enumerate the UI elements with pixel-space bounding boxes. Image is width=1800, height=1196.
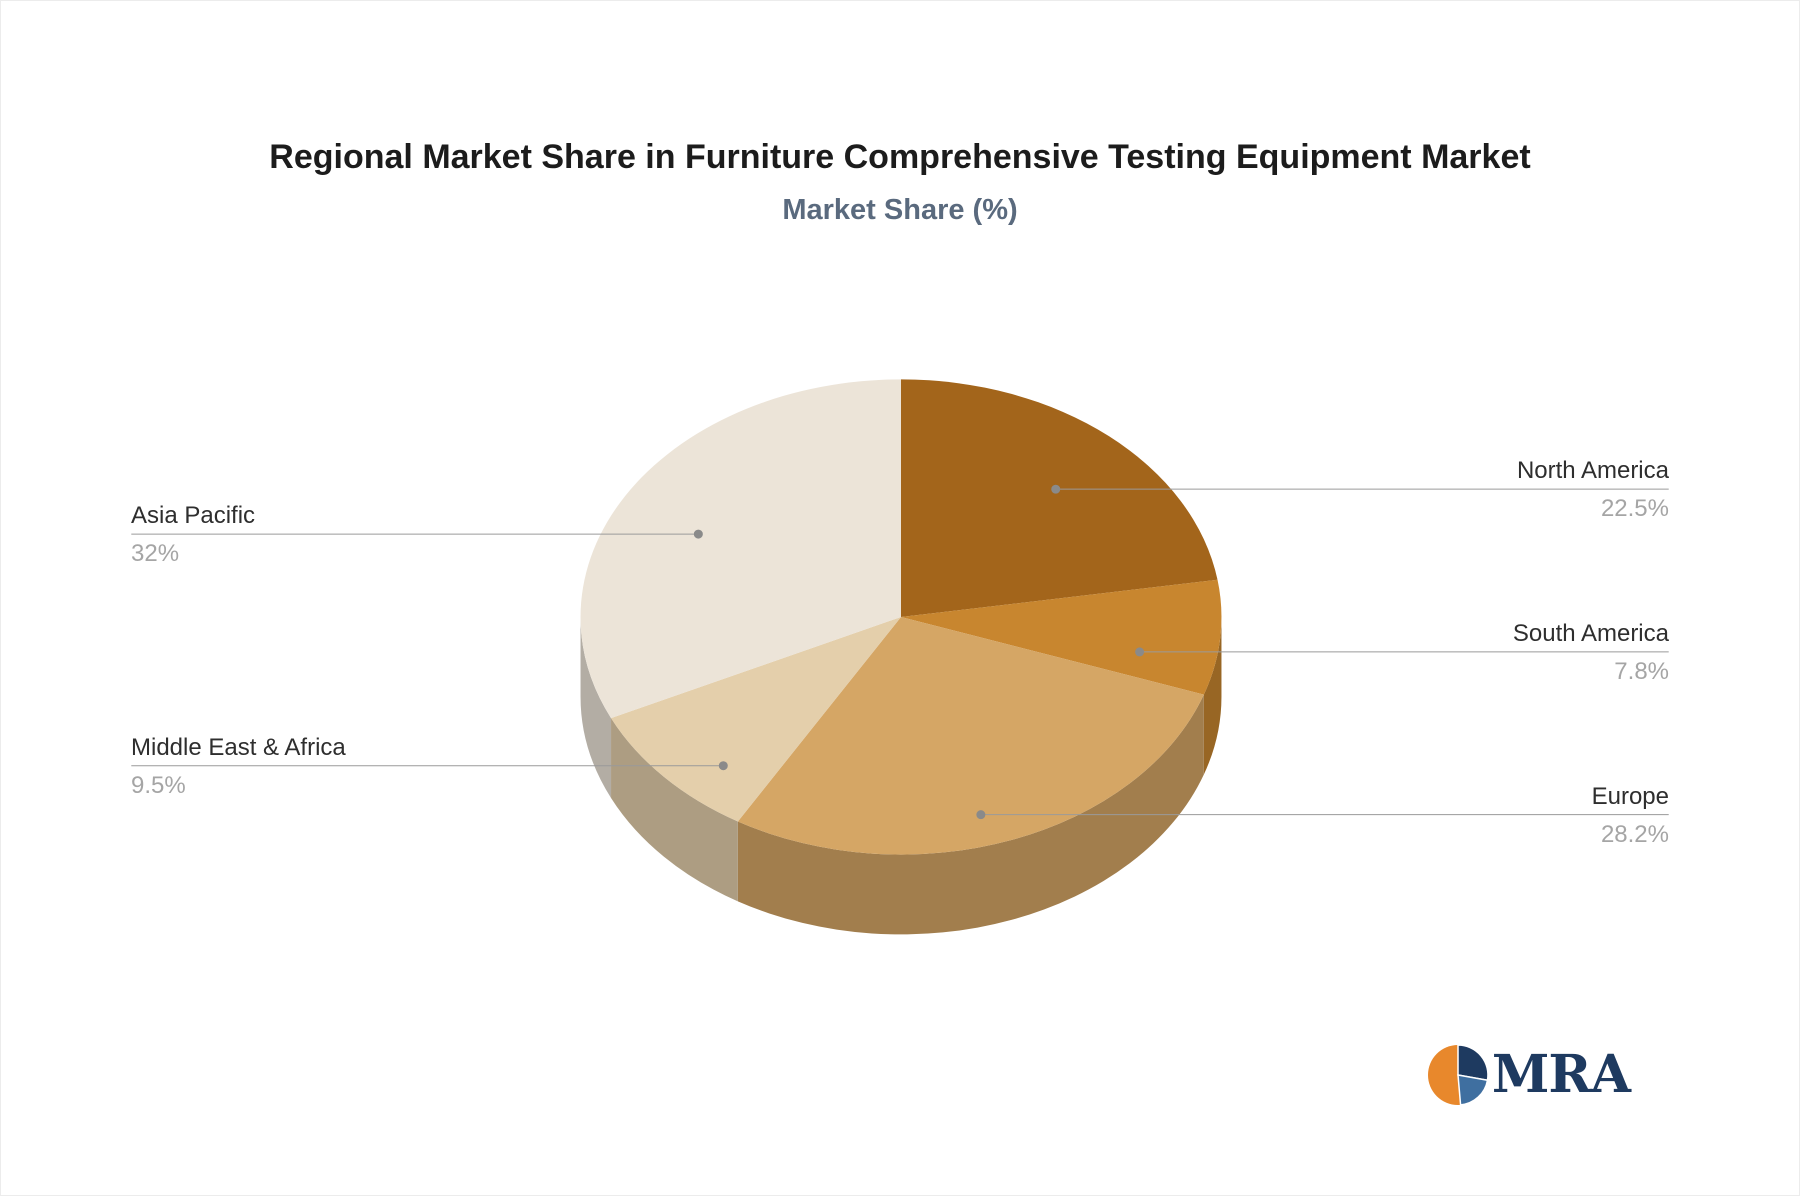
callout-europe: Europe 28.2% [1592, 782, 1669, 850]
callout-label: Asia Pacific [131, 502, 256, 529]
callout-value: 9.5% [131, 772, 186, 799]
callout-south-america: South America 7.8% [1513, 619, 1669, 687]
leader-dot-north-america [1051, 484, 1061, 494]
brand-logo: MRA [1426, 1043, 1631, 1107]
pie-slice-south-america [900, 579, 1222, 695]
callout-asia-pacific: Asia Pacific 32% [131, 501, 255, 569]
leader-dot-south-america [1135, 647, 1145, 657]
chart-subtitle: Market Share (%) [782, 194, 1018, 226]
brand-logo-icon [1427, 1044, 1489, 1106]
chart-title: Regional Market Share in Furniture Compr… [269, 138, 1531, 176]
pie-slice-middle-east-africa [611, 616, 901, 822]
callout-label: South America [1512, 620, 1669, 647]
brand-logo-text: MRA [1491, 1044, 1631, 1105]
callout-label: North America [1516, 457, 1669, 484]
pie-slice-depth-asia-pacific [580, 616, 612, 799]
pie-slice-north-america [900, 379, 1218, 617]
callout-value: 32% [131, 540, 180, 567]
callout-value: 7.8% [1614, 658, 1669, 685]
pie-slice-asia-pacific [580, 379, 901, 719]
callout-value: 28.2% [1600, 821, 1669, 848]
callout-north-america: North America 22.5% [1517, 456, 1669, 524]
callout-value: 22.5% [1600, 495, 1669, 522]
leader-dot-asia-pacific [693, 529, 703, 539]
pie-slice-depth-europe [737, 694, 1204, 935]
leader-dot-middle-east-africa [718, 761, 728, 771]
pie-slice-depth-south-america [1203, 616, 1222, 775]
pie-slice-europe [737, 616, 1204, 855]
pie-slice-depth-middle-east-africa [611, 718, 738, 902]
callout-middle-east-africa: Middle East & Africa 9.5% [131, 733, 346, 801]
callout-label: Europe [1591, 783, 1669, 810]
callout-label: Middle East & Africa [131, 734, 346, 761]
leader-dot-europe [976, 810, 986, 820]
